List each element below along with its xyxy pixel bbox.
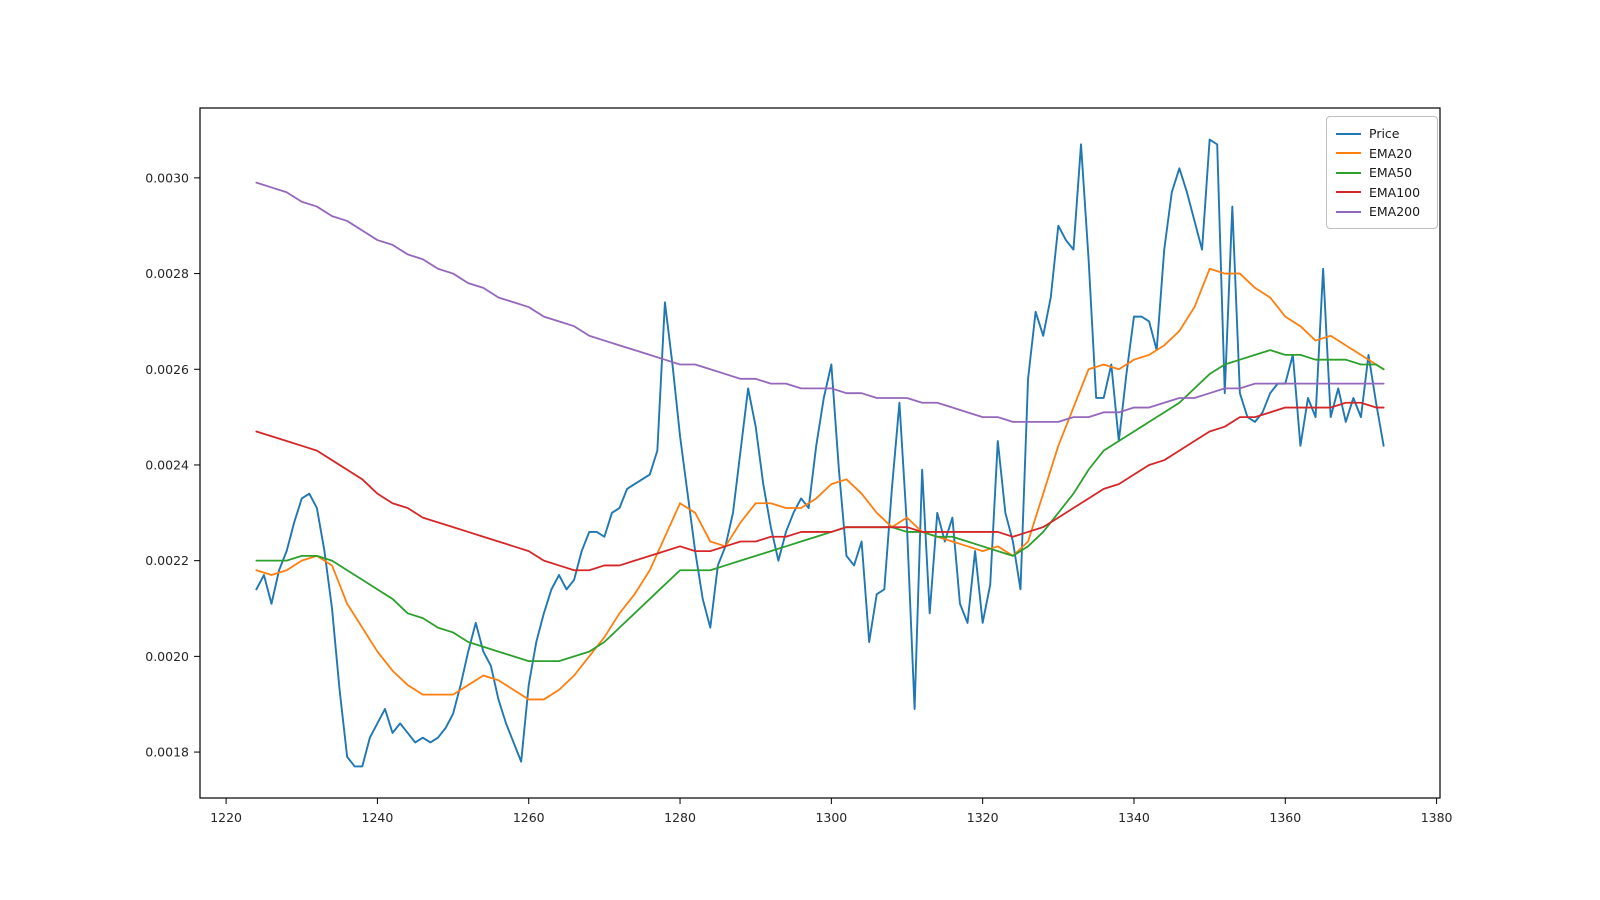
legend-line-swatch-ema20 bbox=[1336, 152, 1361, 155]
y-tick-label: 0.0026 bbox=[145, 362, 189, 377]
legend: Price EMA20 EMA50 EMA100 EMA200 bbox=[1326, 116, 1438, 229]
x-tick-label: 1320 bbox=[967, 810, 999, 825]
y-tick-label: 0.0018 bbox=[145, 745, 189, 760]
legend-entry-ema200: EMA200 bbox=[1336, 202, 1428, 222]
legend-entry-ema100: EMA100 bbox=[1336, 183, 1428, 203]
legend-line-swatch-price bbox=[1336, 132, 1361, 135]
x-tick-label: 1240 bbox=[362, 810, 394, 825]
legend-entry-price: Price bbox=[1336, 124, 1428, 144]
legend-line-swatch-ema50 bbox=[1336, 171, 1361, 174]
x-tick-label: 1360 bbox=[1269, 810, 1301, 825]
legend-label: EMA200 bbox=[1369, 204, 1421, 219]
legend-label: EMA20 bbox=[1369, 145, 1413, 161]
x-tick-label: 1260 bbox=[513, 810, 545, 825]
legend-entry-ema20: EMA20 bbox=[1336, 144, 1428, 164]
price-line bbox=[255, 138, 1385, 768]
y-tick-label: 0.0024 bbox=[145, 457, 189, 472]
x-tick-label: 1220 bbox=[210, 810, 242, 825]
legend-label: EMA50 bbox=[1369, 165, 1413, 180]
legend-label: Price bbox=[1369, 126, 1400, 141]
y-tick-label: 0.0022 bbox=[145, 553, 189, 568]
y-tick-label: 0.0020 bbox=[145, 649, 189, 664]
ema100-line bbox=[255, 401, 1385, 572]
plot-border bbox=[199, 107, 1441, 799]
legend-entry-ema50: EMA50 bbox=[1336, 163, 1428, 183]
y-tick-label: 0.0030 bbox=[145, 170, 189, 185]
y-tick-label: 0.0028 bbox=[145, 266, 189, 281]
x-tick-label: 1380 bbox=[1421, 810, 1453, 825]
legend-label: EMA100 bbox=[1369, 184, 1421, 200]
ema50-line bbox=[255, 349, 1385, 663]
legend-line-swatch-ema100 bbox=[1336, 191, 1361, 194]
x-tick-label: 1300 bbox=[815, 810, 847, 825]
legend-line-swatch-ema200 bbox=[1336, 210, 1361, 213]
ema200-line bbox=[255, 181, 1385, 423]
x-tick-label: 1340 bbox=[1118, 810, 1150, 825]
ema20-line bbox=[255, 267, 1385, 701]
x-tick-label: 1280 bbox=[664, 810, 696, 825]
